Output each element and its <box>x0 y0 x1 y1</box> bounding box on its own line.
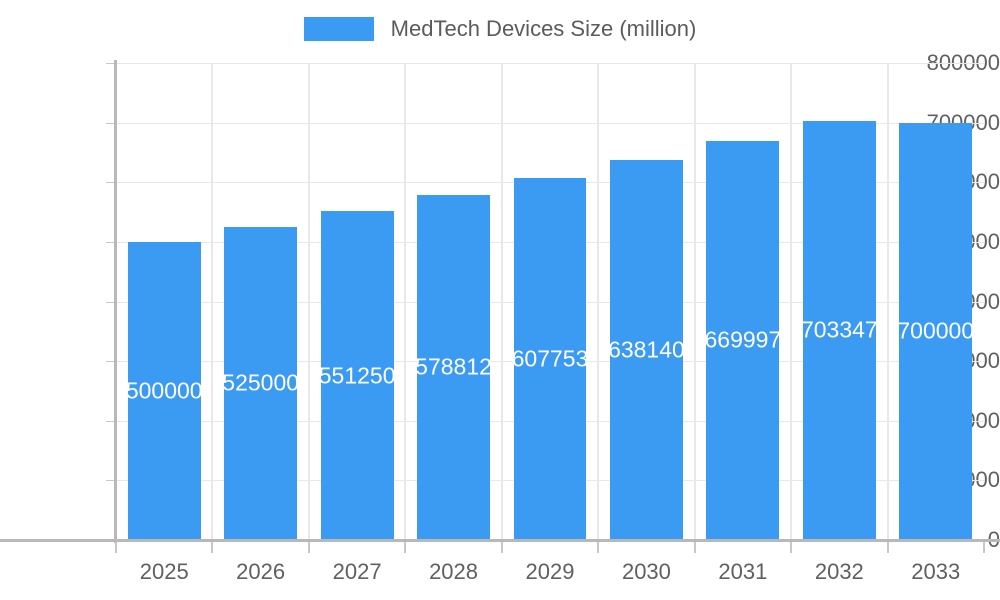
y-axis-tick-mark <box>106 182 114 184</box>
x-axis-tick-label-2032: 2032 <box>814 559 864 584</box>
gridline-vertical <box>211 63 214 540</box>
x-axis-tick-mark <box>983 542 985 553</box>
x-axis-tick-mark <box>115 542 117 553</box>
y-axis-tick-mark <box>106 63 114 64</box>
bar-2030[interactable] <box>610 159 683 540</box>
x-axis-tick-mark <box>500 542 503 553</box>
gridline-horizontal <box>116 122 984 124</box>
bar-2026[interactable] <box>224 226 298 540</box>
x-axis-tick-label-2025: 2025 <box>139 559 189 584</box>
legend-color-swatch-icon <box>303 17 374 41</box>
x-axis-tick-label-2030: 2030 <box>621 559 671 584</box>
x-axis-tick-mark <box>693 542 696 553</box>
x-axis-tick-mark <box>307 542 310 553</box>
gridline-horizontal <box>116 63 984 64</box>
x-axis-tick-mark <box>886 542 889 553</box>
y-axis-tick-mark <box>106 480 114 482</box>
y-axis-tick-mark <box>106 122 114 124</box>
gridline-vertical <box>790 63 793 540</box>
x-axis-tick-mark <box>404 542 407 553</box>
y-axis-tick-mark <box>106 241 114 243</box>
x-axis-tick-label-2029: 2029 <box>525 559 575 584</box>
y-axis-tick-mark <box>106 420 114 422</box>
x-axis-tick-label-2027: 2027 <box>332 559 382 584</box>
x-axis-tick-mark <box>211 542 214 553</box>
bar-2027[interactable] <box>320 211 394 540</box>
bar-2031[interactable] <box>706 140 780 540</box>
x-axis-tick-label-2031: 2031 <box>718 559 768 584</box>
bar-2028[interactable] <box>417 194 490 540</box>
gridline-vertical <box>404 63 407 540</box>
x-axis-tick-mark <box>597 542 600 553</box>
chart-legend: MedTech Devices Size (million) <box>0 10 1000 48</box>
x-axis-tick-label-2026: 2026 <box>236 559 286 584</box>
legend-item-medtech-devices-size[interactable]: MedTech Devices Size (million) <box>303 16 697 41</box>
x-axis-line <box>0 539 1000 542</box>
plot-area: 500000 525000 551250 578812 607753 638140 6699… <box>116 63 984 540</box>
gridline-vertical <box>307 63 310 540</box>
bar-2032[interactable] <box>802 120 876 540</box>
gridline-vertical <box>886 63 889 540</box>
gridline-vertical <box>500 63 503 540</box>
gridline-vertical <box>693 63 696 540</box>
y-axis-tick-label: 800000 <box>926 50 1000 75</box>
bar-2033[interactable] <box>899 122 973 540</box>
bar-2029[interactable] <box>513 177 587 540</box>
x-axis-tick-label-2033: 2033 <box>911 559 961 584</box>
gridline-vertical <box>597 63 600 540</box>
y-axis-tick-mark <box>106 301 114 303</box>
x-axis-tick-mark <box>790 542 793 553</box>
y-axis-tick-mark <box>106 361 114 363</box>
legend-item-label: MedTech Devices Size (million) <box>390 16 697 41</box>
bar-2025[interactable] <box>127 241 201 540</box>
y-axis-line <box>114 60 117 543</box>
x-axis-tick-label-2028: 2028 <box>429 559 479 584</box>
